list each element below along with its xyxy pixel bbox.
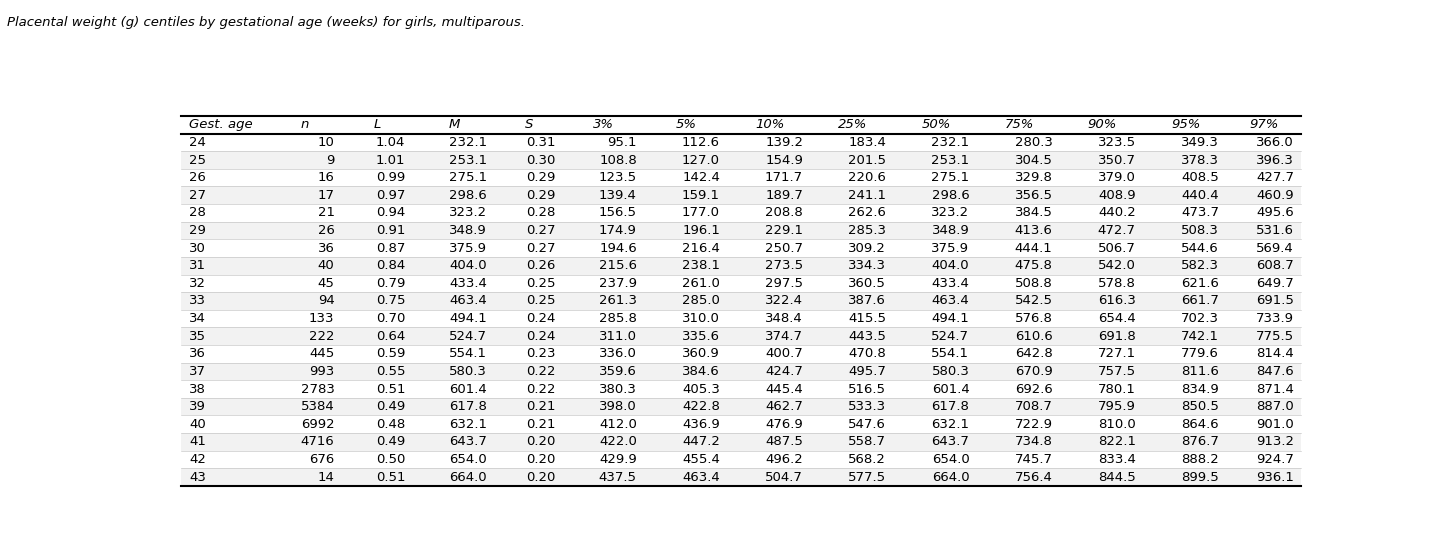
Text: Placental weight (g) centiles by gestational age (weeks) for girls, multiparous.: Placental weight (g) centiles by gestati… [7,16,525,29]
